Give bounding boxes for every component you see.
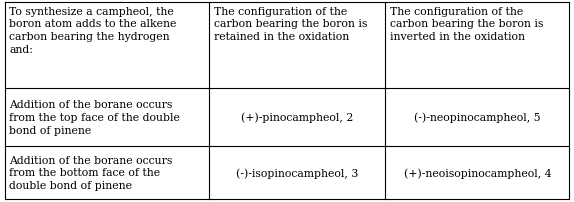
Text: The configuration of the
carbon bearing the boron is
retained in the oxidation: The configuration of the carbon bearing … bbox=[214, 7, 367, 42]
Text: The configuration of the
carbon bearing the boron is
inverted in the oxidation: The configuration of the carbon bearing … bbox=[390, 7, 543, 42]
Text: Addition of the borane occurs
from the top face of the double
bond of pinene: Addition of the borane occurs from the t… bbox=[9, 99, 180, 135]
Text: To synthesize a campheol, the
boron atom adds to the alkene
carbon bearing the h: To synthesize a campheol, the boron atom… bbox=[9, 7, 177, 55]
Text: (-)-neopinocampheol, 5: (-)-neopinocampheol, 5 bbox=[414, 112, 541, 122]
Text: (+)-pinocampheol, 2: (+)-pinocampheol, 2 bbox=[241, 112, 354, 122]
Text: Addition of the borane occurs
from the bottom face of the
double bond of pinene: Addition of the borane occurs from the b… bbox=[9, 155, 173, 190]
Text: (-)-isopinocampheol, 3: (-)-isopinocampheol, 3 bbox=[236, 167, 358, 178]
Text: (+)-neoisopinocampheol, 4: (+)-neoisopinocampheol, 4 bbox=[404, 167, 551, 178]
